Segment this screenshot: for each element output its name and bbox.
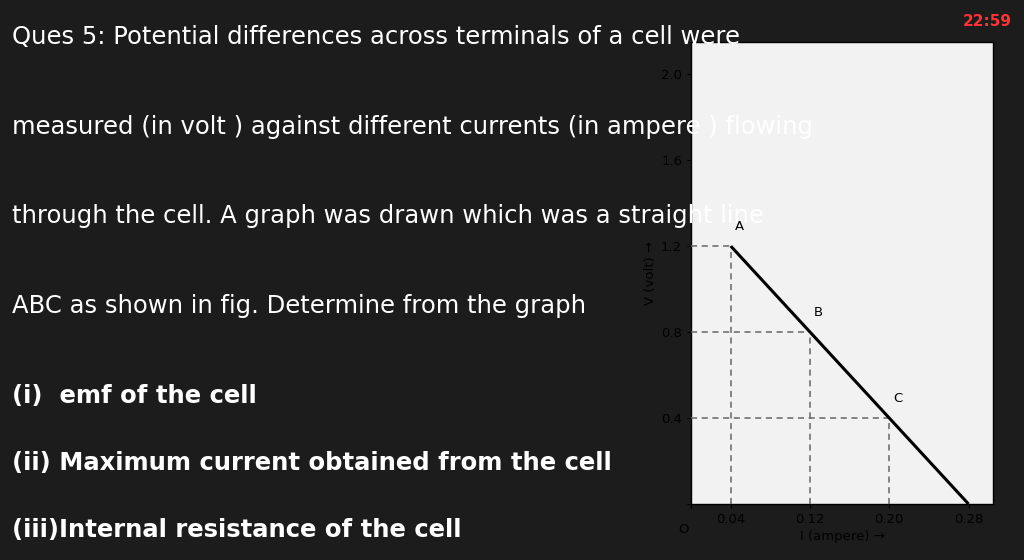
Text: (ii) Maximum current obtained from the cell: (ii) Maximum current obtained from the c… bbox=[12, 451, 612, 475]
Text: A: A bbox=[735, 220, 743, 234]
Text: B: B bbox=[814, 306, 823, 319]
Text: Ques 5: Potential differences across terminals of a cell were: Ques 5: Potential differences across ter… bbox=[12, 25, 740, 49]
Text: 22:59: 22:59 bbox=[963, 14, 1012, 29]
Text: (i)  emf of the cell: (i) emf of the cell bbox=[12, 384, 257, 408]
Text: O: O bbox=[678, 523, 689, 536]
Text: through the cell. A graph was drawn which was a straight line: through the cell. A graph was drawn whic… bbox=[12, 204, 764, 228]
Text: (iii)Internal resistance of the cell: (iii)Internal resistance of the cell bbox=[12, 518, 462, 542]
X-axis label: I (ampere) →: I (ampere) → bbox=[800, 530, 885, 543]
Text: measured (in volt ) against different currents (in ampere ) flowing: measured (in volt ) against different cu… bbox=[12, 115, 813, 139]
Text: C: C bbox=[893, 392, 902, 405]
Y-axis label: V (volt) →: V (volt) → bbox=[644, 241, 656, 305]
Text: ABC as shown in fig. Determine from the graph: ABC as shown in fig. Determine from the … bbox=[12, 294, 587, 318]
